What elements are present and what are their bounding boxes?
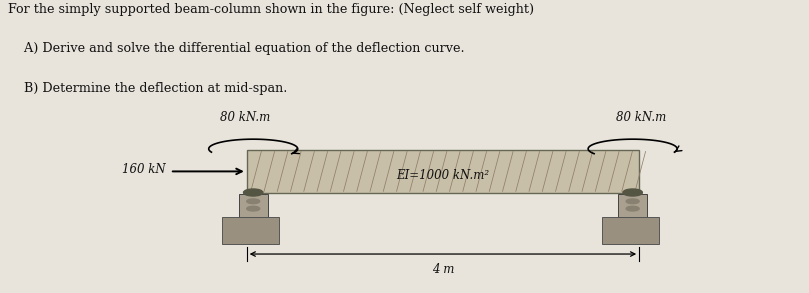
- Bar: [618, 194, 647, 217]
- Bar: [247, 150, 639, 193]
- Circle shape: [244, 189, 263, 196]
- Bar: [239, 194, 268, 217]
- Circle shape: [623, 189, 642, 196]
- Text: 4 m: 4 m: [432, 263, 454, 276]
- Circle shape: [626, 206, 639, 211]
- Circle shape: [247, 206, 260, 211]
- Text: B) Determine the deflection at mid-span.: B) Determine the deflection at mid-span.: [8, 82, 287, 95]
- Text: 80 kN.m: 80 kN.m: [220, 111, 270, 124]
- Text: For the simply supported beam-column shown in the figure: (Neglect self weight): For the simply supported beam-column sho…: [8, 3, 534, 16]
- Text: EI=1000 kN.m²: EI=1000 kN.m²: [396, 169, 489, 182]
- Text: A) Derive and solve the differential equation of the deflection curve.: A) Derive and solve the differential equ…: [8, 42, 464, 55]
- Text: 80 kN.m: 80 kN.m: [616, 111, 666, 124]
- Circle shape: [626, 199, 639, 204]
- Circle shape: [247, 199, 260, 204]
- Bar: [222, 217, 279, 244]
- Text: 160 kN: 160 kN: [122, 163, 166, 176]
- Bar: [602, 217, 659, 244]
